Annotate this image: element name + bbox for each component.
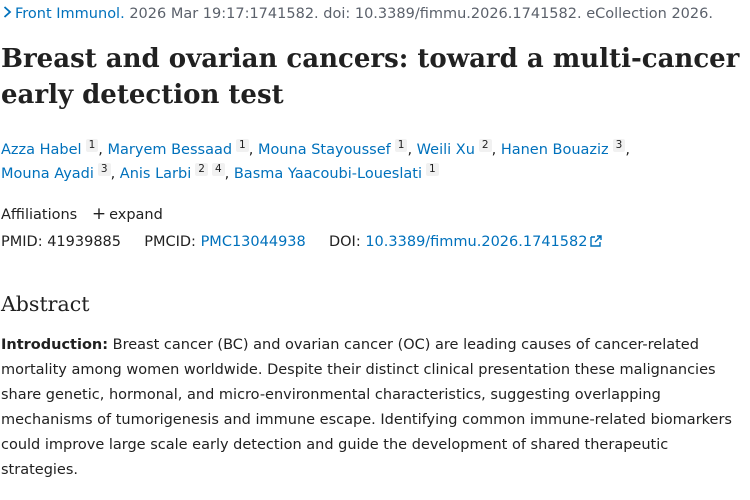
author-separator: , <box>98 142 108 158</box>
pmid-value: 41939885 <box>47 234 122 250</box>
author-item: Maryem Bessaad 1 <box>107 139 249 158</box>
author-item: Mouna Ayadi 3 <box>1 163 111 182</box>
author-link[interactable]: Mouna Ayadi <box>1 166 94 182</box>
author-item: Weili Xu 2 <box>416 139 492 158</box>
author-list: Azza Habel 1, Maryem Bessaad 1, Mouna Stay… <box>1 138 746 186</box>
affiliation-badge[interactable]: 3 <box>97 163 111 176</box>
author-separator: , <box>407 142 417 158</box>
affiliations-label: Affiliations <box>1 207 78 223</box>
expand-label: expand <box>109 207 163 223</box>
author-separator: , <box>625 142 630 158</box>
pmcid-label: PMCID: <box>144 234 196 250</box>
author-link[interactable]: Mouna Stayoussef <box>257 142 391 158</box>
author-item: Azza Habel 1 <box>1 139 99 158</box>
doi-link[interactable]: 10.3389/fimmu.2026.1741582 <box>365 234 603 250</box>
pmcid-link[interactable]: PMC13044938 <box>200 234 306 250</box>
pmid-label: PMID: <box>1 234 43 250</box>
author-item: Hanen Bouaziz 3 <box>500 139 626 158</box>
author-separator: , <box>110 166 120 182</box>
author-separator: , <box>248 142 258 158</box>
citation-line: Front Immunol. 2026 Mar 19:17:1741582. d… <box>3 4 750 24</box>
author-link[interactable]: Anis Larbi <box>119 166 192 182</box>
citation-details: 2026 Mar 19:17:1741582. doi: 10.3389/fim… <box>129 6 713 22</box>
article-title: Breast and ovarian cancers: toward a mul… <box>1 44 740 110</box>
doi-label: DOI: <box>328 234 361 250</box>
doi-value: 10.3389/fimmu.2026.1741582 <box>365 234 588 250</box>
chevron-right-icon <box>3 4 15 24</box>
abstract-heading: Abstract <box>1 292 90 316</box>
author-separator: , <box>491 142 501 158</box>
affiliation-badge[interactable]: 3 <box>612 139 626 152</box>
affiliation-badge[interactable]: 2 <box>478 139 492 152</box>
expand-affiliations-button[interactable]: + expand <box>91 204 163 224</box>
affiliation-badge[interactable]: 1 <box>85 139 99 152</box>
author-separator: , <box>224 166 234 182</box>
author-link[interactable]: Maryem Bessaad <box>107 142 233 158</box>
affiliation-badge[interactable]: 1 <box>394 139 408 152</box>
identifiers-row: PMID: 41939885 PMCID: PMC13044938 DOI: 1… <box>1 231 603 254</box>
affiliation-badge[interactable]: 2 <box>195 163 208 176</box>
author-link[interactable]: Hanen Bouaziz <box>500 142 609 158</box>
journal-link[interactable]: Front Immunol. <box>15 6 125 22</box>
author-link[interactable]: Weili Xu <box>416 142 475 158</box>
author-item: Anis Larbi 2 4 <box>119 163 225 182</box>
author-item: Basma Yaacoubi-Loueslati 1 <box>233 163 439 182</box>
introduction-label: Introduction: <box>1 337 109 353</box>
affiliation-badge[interactable]: 1 <box>425 163 439 176</box>
affiliation-badge[interactable]: 1 <box>236 139 249 152</box>
affiliation-badge[interactable]: 4 <box>211 163 225 176</box>
author-link[interactable]: Basma Yaacoubi-Loueslati <box>233 166 422 182</box>
abstract-introduction: Introduction: Breast cancer (BC) and ova… <box>1 333 749 483</box>
introduction-text: Breast cancer (BC) and ovarian cancer (O… <box>1 337 732 478</box>
author-link[interactable]: Azza Habel <box>1 142 82 158</box>
affiliations-row: Affiliations + expand <box>1 203 163 226</box>
plus-icon: + <box>91 204 107 224</box>
external-link-icon <box>590 232 603 254</box>
author-item: Mouna Stayoussef 1 <box>257 139 408 158</box>
